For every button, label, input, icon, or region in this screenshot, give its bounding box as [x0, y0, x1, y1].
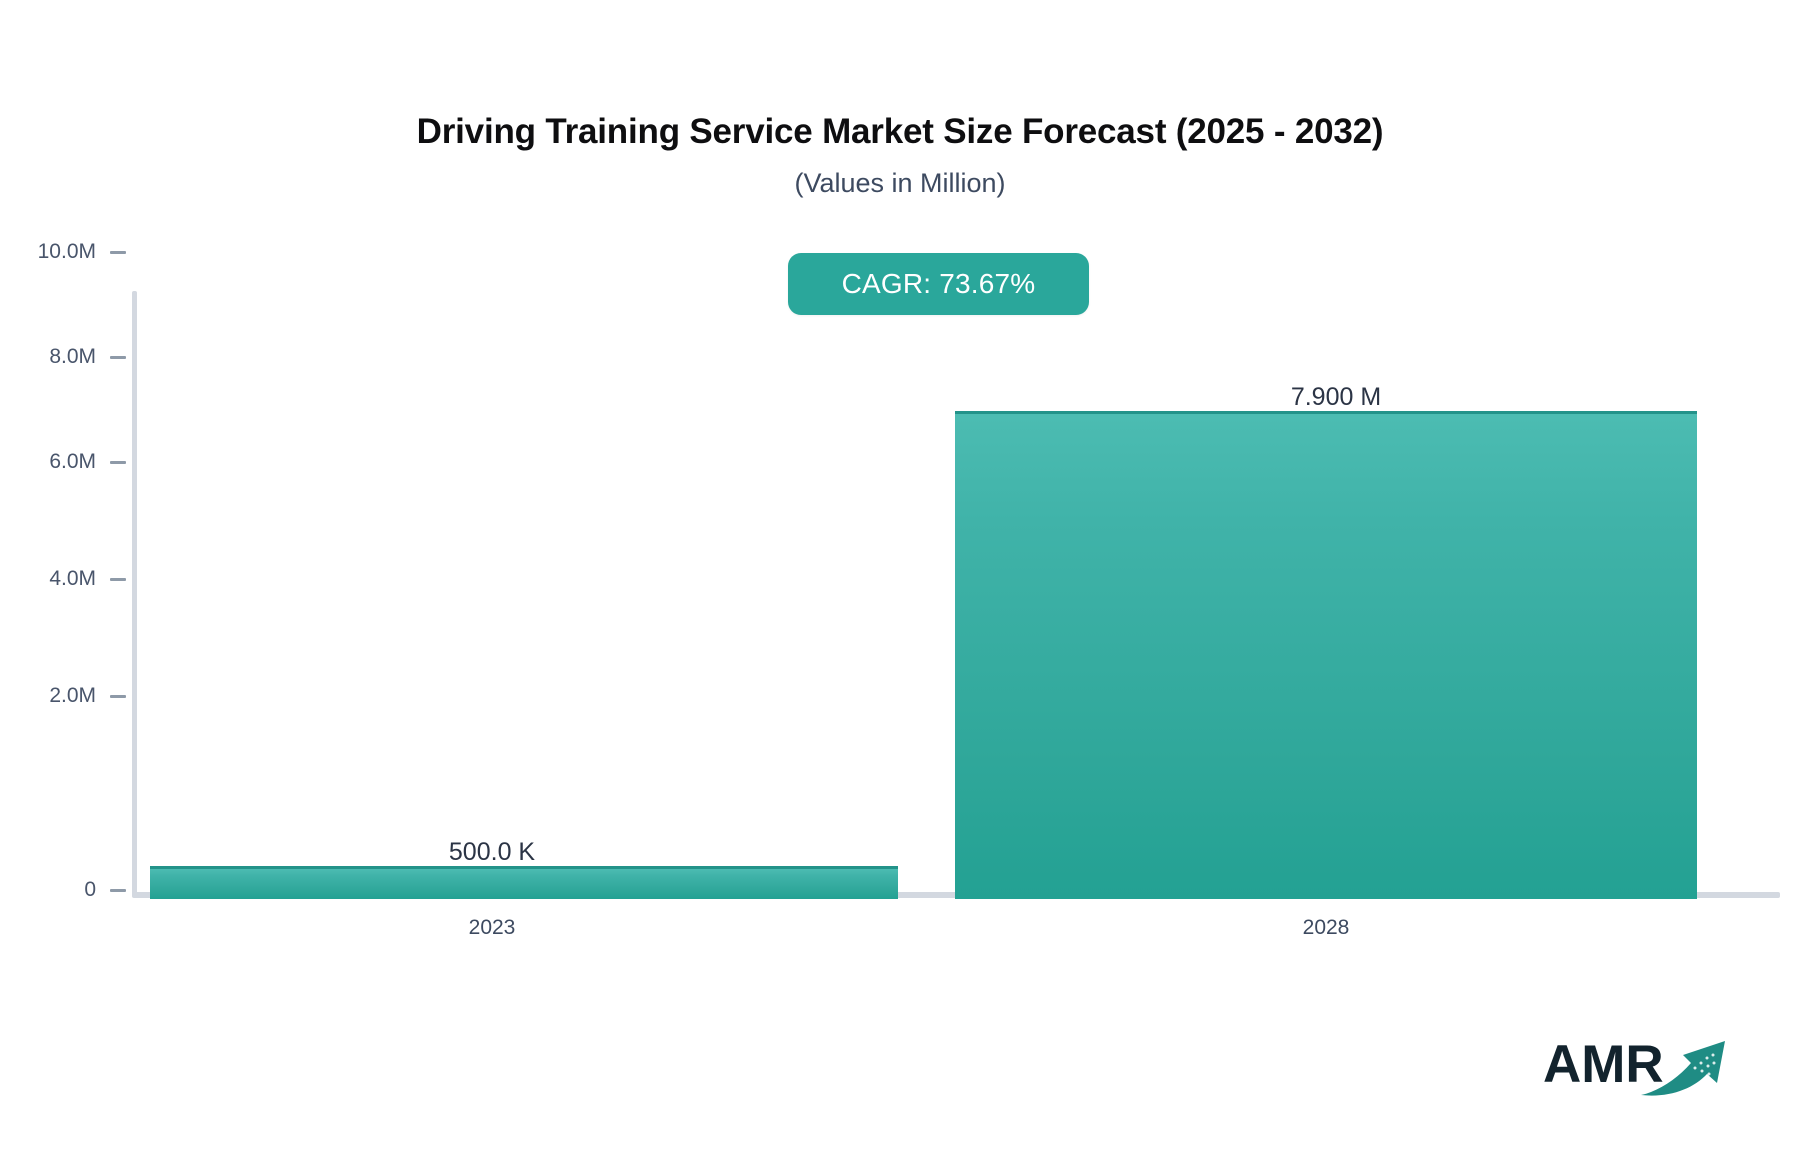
y-tick-dash-icon: [110, 355, 126, 359]
y-tick-label: 8.0M: [49, 345, 96, 368]
cagr-badge: CAGR: 73.67%: [788, 253, 1089, 315]
chart-title: Driving Training Service Market Size For…: [416, 112, 1384, 151]
x-tick-label-2023: 2023: [468, 916, 516, 939]
chart-subtitle: (Values in Million): [794, 168, 1006, 198]
bar-2028[interactable]: [955, 411, 1697, 899]
y-tick-2-0m: 2.0M: [0, 684, 126, 708]
y-axis-line: [132, 291, 137, 897]
y-tick-dash-icon: [110, 460, 126, 464]
y-tick-dash-icon: [110, 888, 126, 892]
y-tick-0: 0: [0, 878, 126, 902]
y-tick-label: 6.0M: [49, 450, 96, 473]
y-tick-8-0m: 8.0M: [0, 345, 126, 369]
y-tick-dash-icon: [110, 577, 126, 581]
y-tick-dash-icon: [110, 250, 126, 254]
bar-value-label-2023: 500.0 K: [448, 838, 536, 866]
x-tick-label-2028: 2028: [1302, 916, 1350, 939]
y-tick-label: 0: [84, 878, 96, 901]
y-tick-10-0m: 10.0M: [0, 240, 126, 264]
cagr-badge-label: CAGR: 73.67%: [841, 268, 1036, 299]
y-tick-label: 10.0M: [37, 240, 96, 263]
amr-logo-text: AMR: [1543, 1035, 1664, 1094]
y-tick-label: 2.0M: [49, 684, 96, 707]
y-tick-6-0m: 6.0M: [0, 450, 126, 474]
plot-area: [132, 291, 1780, 899]
amr-logo: AMR: [1543, 1035, 1733, 1111]
growth-arrow-icon: [1641, 1041, 1725, 1096]
y-tick-label: 4.0M: [49, 567, 96, 590]
bar-value-label-2028: 7.900 M: [1290, 383, 1382, 411]
y-tick-4-0m: 4.0M: [0, 567, 126, 591]
bar-2023[interactable]: [150, 866, 898, 899]
y-tick-dash-icon: [110, 694, 126, 698]
